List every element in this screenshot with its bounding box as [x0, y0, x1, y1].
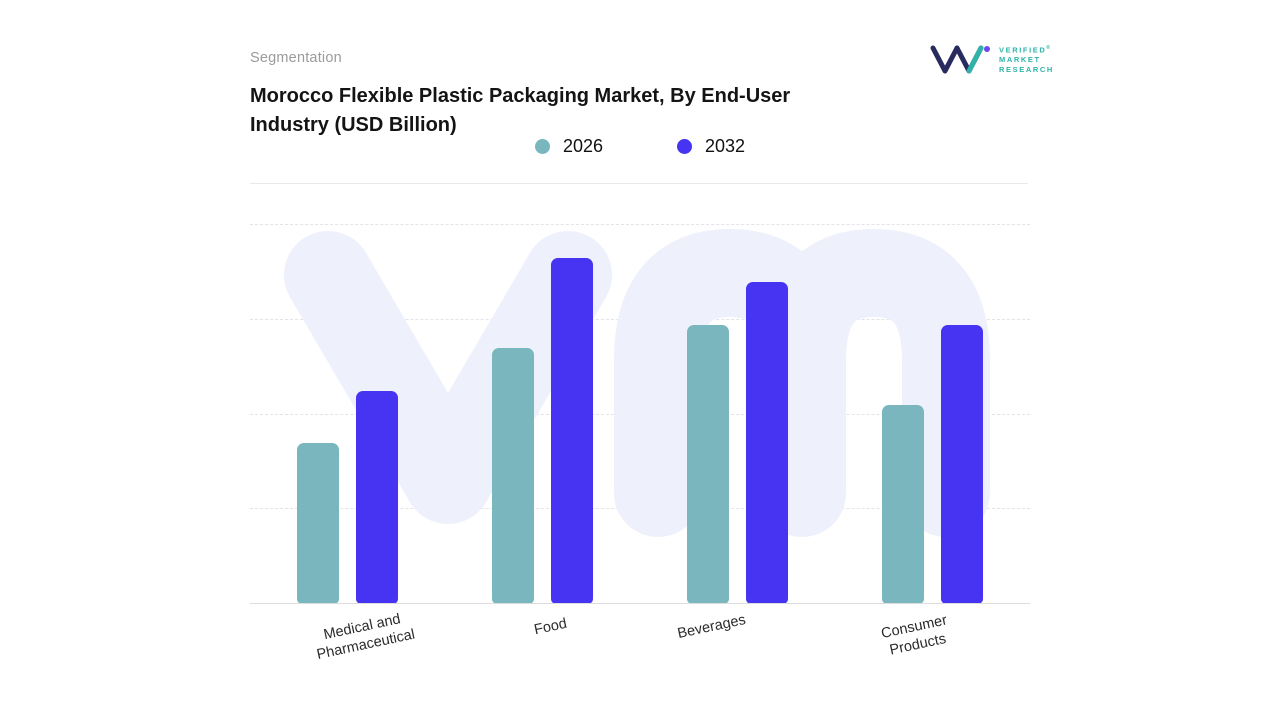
- category-label-consumer-products: Consumer Products: [879, 612, 949, 659]
- bar-2026-medical-and-pharmaceutical: [297, 442, 339, 604]
- bar-2032-beverages: [746, 281, 788, 604]
- bar-2032-food: [551, 258, 593, 604]
- logo-line-market: MARKET: [999, 55, 1041, 64]
- legend-item-2026[interactable]: 2026: [534, 136, 603, 157]
- bar-groups: [250, 225, 1030, 604]
- bar-group-medical-and-pharmaceutical: [297, 225, 398, 604]
- bar-2026-consumer-products: [882, 405, 924, 604]
- legend-dot-2032: [677, 139, 692, 154]
- logo-line-verified: VERIFIED®: [999, 45, 1052, 55]
- category-label-medical-and-pharmaceutical: Medical and Pharmaceutical: [315, 611, 417, 664]
- category-label-beverages: Beverages: [676, 611, 748, 643]
- bar-chart: [250, 224, 1030, 604]
- segmentation-label: Segmentation: [250, 50, 342, 66]
- gridline: [250, 224, 1030, 225]
- vmr-logo-mark: [930, 45, 990, 74]
- bar-2032-medical-and-pharmaceutical: [356, 390, 398, 604]
- vmr-logo-text: VERIFIED® MARKET RESEARCH: [999, 44, 1054, 74]
- registered-mark: ®: [1046, 45, 1052, 51]
- bar-group-beverages: [687, 225, 788, 604]
- category-label-food: Food: [532, 615, 568, 639]
- legend-item-2032[interactable]: 2032: [677, 136, 745, 157]
- bar-2032-consumer-products: [941, 324, 983, 604]
- bar-group-consumer-products: [882, 225, 983, 604]
- x-axis-line: [250, 603, 1030, 604]
- legend-label-2032: 2032: [705, 136, 746, 156]
- chart-title: Morocco Flexible Plastic Packaging Marke…: [250, 85, 791, 136]
- category-labels: Medical and Pharmaceutical Food Beverages C…: [250, 611, 1030, 663]
- logo-line-research: RESEARCH: [999, 64, 1054, 74]
- bar-2026-food: [492, 348, 534, 604]
- legend-dot-2026: [534, 139, 550, 154]
- bar-group-food: [492, 225, 593, 604]
- legend-label-2026: 2026: [562, 136, 603, 156]
- bar-2026-beverages: [687, 324, 729, 604]
- header-divider: [250, 183, 1028, 184]
- chart-legend: 2026 2032: [250, 136, 1030, 157]
- vmr-logo: VERIFIED® MARKET RESEARCH: [928, 38, 1068, 80]
